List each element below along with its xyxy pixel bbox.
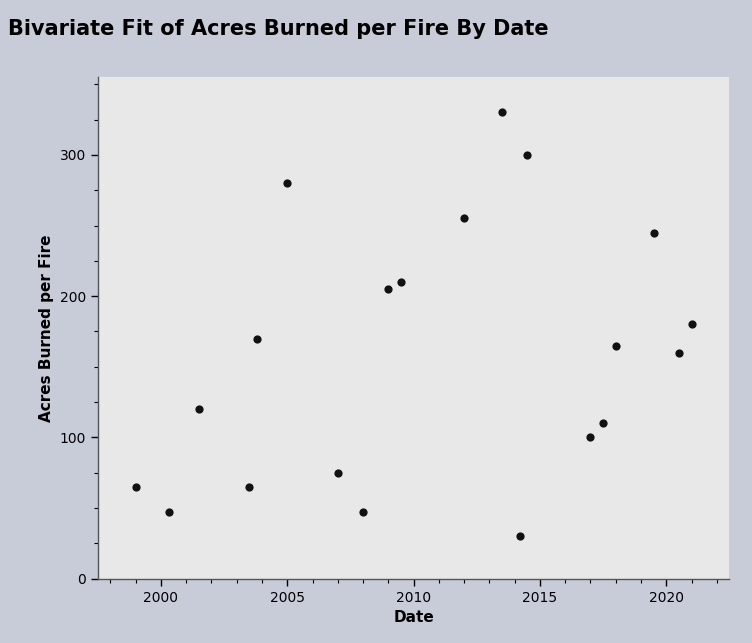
Point bbox=[162, 507, 174, 518]
Point bbox=[281, 178, 293, 188]
Point bbox=[597, 418, 609, 428]
Text: Bivariate Fit of Acres Burned per Fire By Date: Bivariate Fit of Acres Burned per Fire B… bbox=[8, 19, 548, 39]
Point bbox=[395, 277, 407, 287]
Point bbox=[496, 107, 508, 118]
Point bbox=[332, 467, 344, 478]
Point bbox=[521, 150, 533, 160]
X-axis label: Date: Date bbox=[393, 610, 434, 625]
Point bbox=[193, 404, 205, 414]
Point bbox=[610, 340, 622, 350]
Point bbox=[244, 482, 256, 492]
Point bbox=[129, 482, 141, 492]
Y-axis label: Acres Burned per Fire: Acres Burned per Fire bbox=[39, 234, 54, 422]
Point bbox=[647, 228, 660, 238]
Point bbox=[458, 213, 470, 224]
Point bbox=[357, 507, 369, 518]
Point bbox=[584, 432, 596, 442]
Point bbox=[382, 284, 394, 294]
Point bbox=[251, 333, 263, 343]
Point bbox=[514, 531, 526, 541]
Point bbox=[673, 347, 685, 358]
Point bbox=[686, 320, 698, 330]
